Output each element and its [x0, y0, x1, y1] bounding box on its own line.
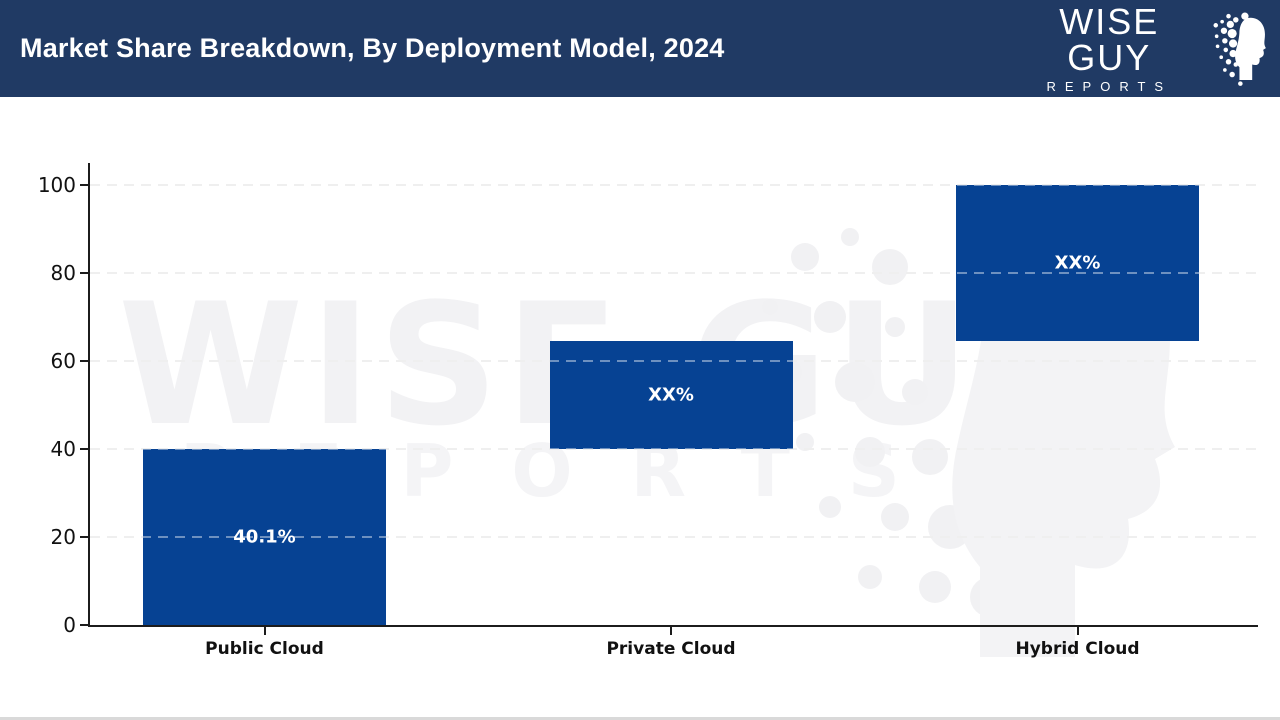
gridline-overlay-60 [90, 360, 1258, 362]
footer-divider-line [0, 717, 1280, 720]
chart-plot-area: WISE GUY REPORTS 40.1% XX% XX% 0 20 40 60 80 10… [0, 97, 1280, 717]
gridline-overlay-40 [90, 448, 1258, 450]
y-tick-mark-0 [80, 624, 88, 626]
gridline-80 [90, 272, 1258, 274]
y-tick-label-80: 80 [50, 261, 76, 285]
y-tick-mark-80 [80, 272, 88, 274]
x-tick-mark-3 [1076, 627, 1079, 635]
x-tick-label-private-cloud: Private Cloud [606, 639, 736, 659]
wise-guy-reports-logo: WISE GUY REPORTS [1020, 0, 1270, 94]
y-tick-label-60: 60 [50, 349, 76, 373]
logo-reports-text: REPORTS [1046, 78, 1173, 94]
gridline-20 [90, 536, 1258, 538]
header-bar: Market Share Breakdown, By Deployment Mo… [0, 0, 1280, 97]
bar-private-cloud [549, 341, 793, 449]
y-tick-label-20: 20 [50, 525, 76, 549]
y-tick-label-100: 100 [37, 173, 76, 197]
x-tick-mark-2 [670, 627, 672, 635]
y-tick-label-0: 0 [63, 613, 76, 637]
y-tick-mark-100 [80, 184, 88, 186]
y-axis-line [88, 163, 90, 625]
bar-value-label-2: XX% [648, 384, 694, 406]
y-tick-label-40: 40 [50, 437, 76, 461]
y-tick-mark-40 [80, 448, 88, 450]
logo-wiseguy-text: WISE GUY [1059, 0, 1160, 78]
gridline-overlay-20 [90, 536, 1258, 538]
gridline-100 [90, 184, 1258, 186]
x-tick-label-public-cloud: Public Cloud [205, 639, 324, 659]
bar-public-cloud [143, 448, 386, 625]
gridline-40 [90, 448, 1258, 450]
y-tick-mark-20 [80, 536, 88, 538]
chart-title: Market Share Breakdown, By Deployment Mo… [20, 33, 725, 63]
x-tick-label-hybrid-cloud: Hybrid Cloud [1015, 639, 1140, 659]
bar-value-label-3: XX% [1054, 252, 1101, 274]
x-tick-mark-1 [263, 627, 266, 635]
bar-value-label-1: 40.1% [233, 526, 296, 548]
gridline-overlay-100 [90, 184, 1258, 186]
x-axis-line [88, 625, 1258, 627]
y-tick-mark-60 [80, 360, 88, 362]
gridline-overlay-80 [90, 272, 1258, 274]
bar-hybrid-cloud [956, 185, 1199, 342]
dotted-face-icon [1213, 12, 1266, 86]
logo-text: WISE GUY REPORTS [1020, 0, 1199, 94]
